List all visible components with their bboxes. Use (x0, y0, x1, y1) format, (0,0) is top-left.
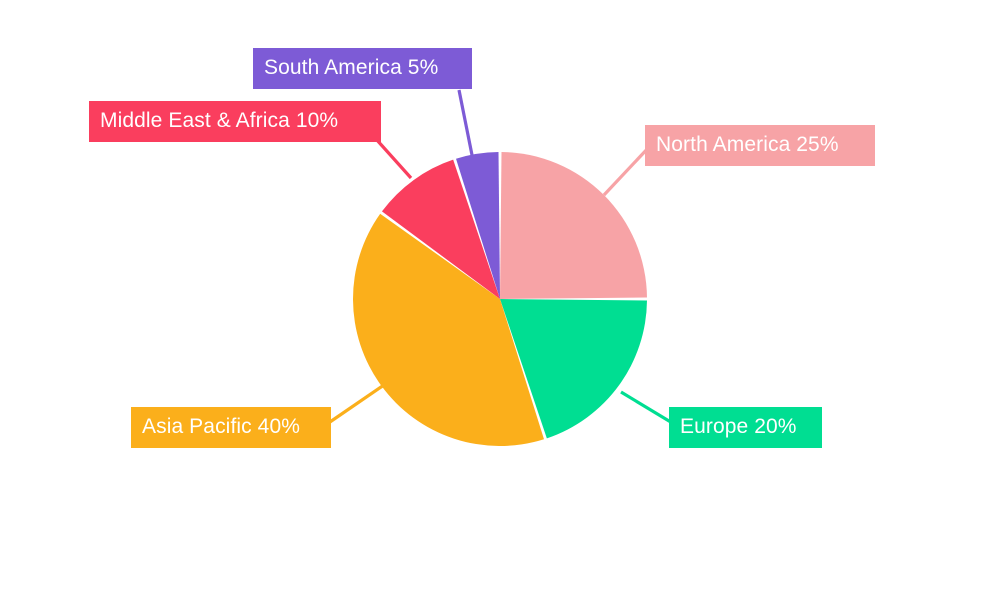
pie-slice-north-america[interactable] (500, 152, 647, 299)
slice-label-text: Asia Pacific 40% (142, 414, 301, 438)
slice-label-text: Middle East & Africa 10% (100, 108, 339, 132)
slice-label-text: North America 25% (656, 132, 839, 156)
leader-line-asia-pacific (326, 383, 385, 426)
pie-slice-asia-pacific[interactable] (352, 213, 544, 447)
slice-label-south-america[interactable]: South America 5% (253, 48, 472, 89)
slice-label-text: South America 5% (264, 55, 439, 79)
slice-label-europe[interactable]: Europe 20% (669, 407, 822, 448)
leader-line-middle-east-africa (374, 137, 413, 180)
leader-line-europe (620, 390, 675, 426)
pie-slice-middle-east-africa[interactable] (381, 159, 500, 299)
slice-label-north-america[interactable]: North America 25% (645, 125, 875, 166)
pie-slice-south-america[interactable] (456, 152, 500, 299)
leader-line-north-america (602, 143, 653, 197)
slice-label-text: Europe 20% (680, 414, 797, 438)
leader-line-south-america (457, 89, 475, 161)
pie-slice-europe[interactable] (500, 299, 647, 439)
slice-label-middle-east-africa[interactable]: Middle East & Africa 10% (89, 101, 381, 142)
slice-label-asia-pacific[interactable]: Asia Pacific 40% (131, 407, 331, 448)
leader-line-group (326, 89, 675, 426)
pie-slice-group (352, 152, 647, 447)
